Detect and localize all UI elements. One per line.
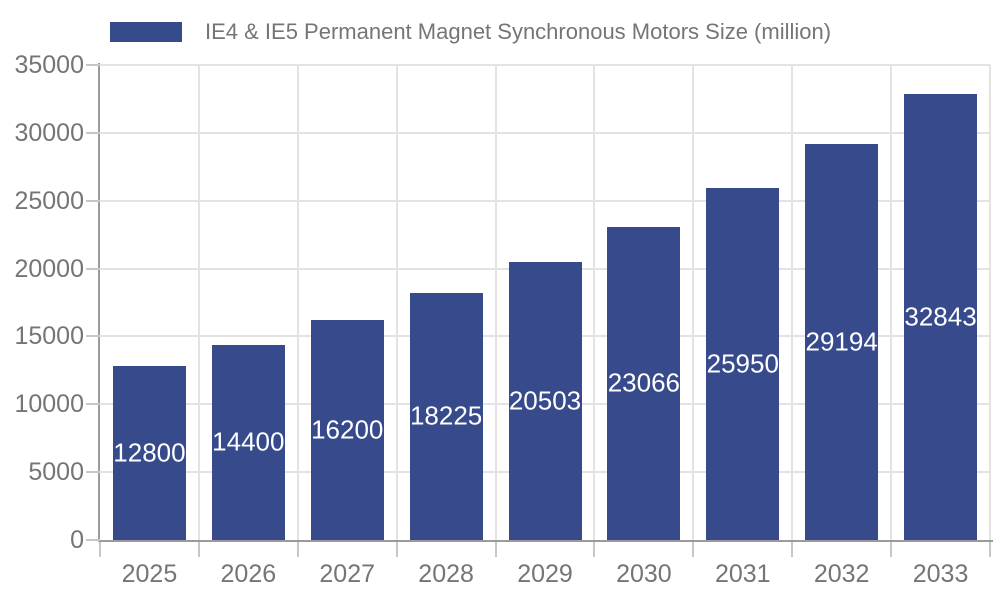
- y-axis-tick: [86, 131, 100, 134]
- bar-value-label: 18225: [409, 400, 483, 431]
- x-tick-label: 2030: [616, 560, 672, 588]
- bar-2031[interactable]: [706, 187, 780, 540]
- x-axis-tick: [494, 542, 497, 557]
- bar-2029[interactable]: [508, 261, 582, 540]
- y-tick-label: 5000: [28, 458, 84, 487]
- x-tick-label: 2025: [121, 560, 178, 588]
- bar-2028[interactable]: [409, 292, 483, 540]
- gridline-h: [100, 64, 990, 66]
- gridline-v: [692, 65, 695, 540]
- x-axis-tick: [692, 542, 695, 557]
- x-axis-tick: [989, 542, 991, 557]
- x-tick-label: 2033: [912, 560, 969, 588]
- x-tick-label: 2027: [319, 560, 376, 588]
- x-axis-tick: [197, 542, 200, 557]
- x-axis-tick: [99, 542, 101, 557]
- y-axis-tick: [86, 199, 100, 202]
- gridline-v: [890, 65, 893, 540]
- y-axis-tick: [86, 403, 100, 406]
- x-tick-label: 2031: [714, 560, 771, 588]
- bar-value-label: 29194: [805, 326, 878, 357]
- legend-label: IE4 & IE5 Permanent Magnet Synchronous M…: [205, 19, 832, 44]
- x-axis-tick: [395, 542, 398, 557]
- x-axis-tick: [593, 542, 596, 557]
- bar-2030[interactable]: [607, 226, 681, 540]
- y-tick-label: 30000: [14, 118, 84, 147]
- gridline-h: [100, 131, 990, 134]
- x-tick-label: 2032: [813, 560, 870, 588]
- y-axis-tick: [86, 471, 100, 474]
- x-axis-tick: [890, 542, 893, 557]
- x-axis-tick: [791, 542, 794, 557]
- x-tick-label: 2026: [220, 560, 277, 588]
- bar-value-label: 23066: [607, 367, 681, 398]
- x-tick-label: 2028: [418, 560, 474, 588]
- x-tick-label: 2029: [517, 560, 573, 588]
- y-tick-label: 35000: [14, 51, 84, 79]
- bar-value-label: 12800: [113, 437, 186, 468]
- bar-2025[interactable]: [112, 366, 186, 540]
- gridline-h: [100, 199, 990, 202]
- bar-2027[interactable]: [310, 320, 384, 540]
- bar-value-label: 16200: [311, 414, 384, 445]
- bar-value-label: 25950: [706, 348, 779, 379]
- y-axis-line: [98, 63, 100, 542]
- y-tick-label: 25000: [14, 186, 84, 215]
- bar-2033[interactable]: [904, 94, 978, 540]
- bar-2026[interactable]: [211, 344, 285, 540]
- gridline-v: [296, 65, 299, 540]
- y-tick-label: 15000: [14, 322, 84, 351]
- y-tick-label: 20000: [14, 254, 84, 283]
- gridline-v: [197, 65, 200, 540]
- gridline-v: [791, 65, 794, 540]
- y-axis-tick: [86, 335, 100, 338]
- bar-value-label: 20503: [508, 385, 582, 416]
- legend-swatch: [110, 22, 182, 42]
- legend-item[interactable]: IE4 & IE5 Permanent Magnet Synchronous M…: [110, 14, 831, 50]
- y-tick-label: 0: [70, 526, 84, 554]
- x-axis-tick: [296, 542, 299, 557]
- bar-2032[interactable]: [805, 143, 879, 540]
- plot-area: 12800 14400 16200 18225 20503 23066 25950 29194…: [100, 64, 991, 540]
- gridline-v: [494, 65, 497, 540]
- x-axis-line: [98, 540, 993, 542]
- y-tick-label: 10000: [14, 390, 84, 419]
- gridline-v: [593, 65, 596, 540]
- gridline-v: [395, 65, 398, 540]
- bar-value-label: 32843: [904, 301, 977, 332]
- bar-value-label: 14400: [212, 426, 285, 457]
- y-axis-tick: [86, 267, 100, 270]
- y-axis-tick: [86, 64, 100, 66]
- gridline-v: [989, 65, 991, 540]
- y-axis-tick: [86, 539, 100, 541]
